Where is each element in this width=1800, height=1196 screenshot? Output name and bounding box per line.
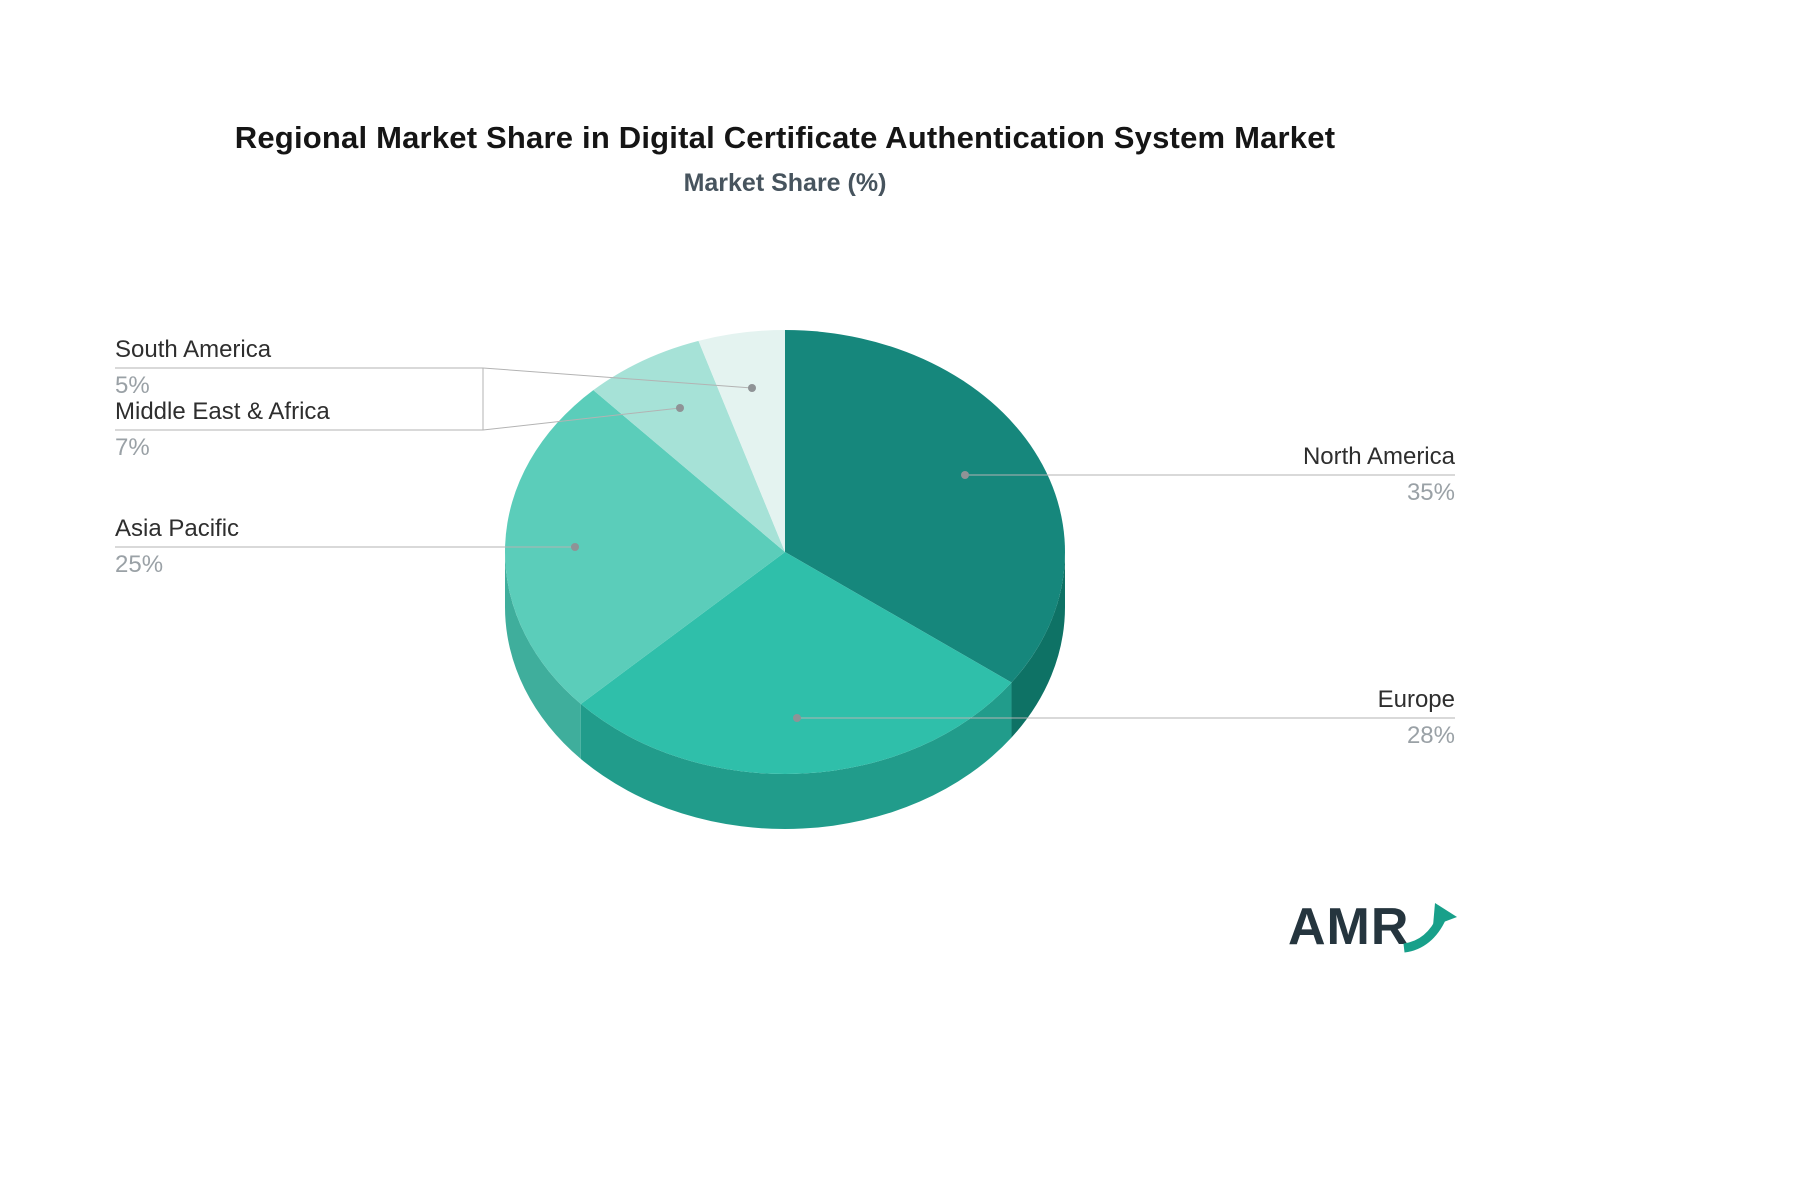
pie-side-asia-pacific xyxy=(505,552,581,759)
pie-slice-asia-pacific xyxy=(505,390,785,704)
leader-dot xyxy=(571,543,579,551)
label-name: Asia Pacific xyxy=(115,515,240,542)
leader-dot xyxy=(748,384,756,392)
label-name: Europe xyxy=(1377,686,1455,713)
label-name: North America xyxy=(1302,443,1455,470)
label-value: 28% xyxy=(1406,722,1455,749)
label-name: Middle East & Africa xyxy=(115,398,330,425)
pie-slice-north-america xyxy=(785,330,1065,683)
amr-logo: AMR xyxy=(1288,898,1459,956)
amr-logo-text: AMR xyxy=(1288,898,1410,956)
label-south-america: South America 5% xyxy=(115,336,271,400)
label-value: 5% xyxy=(115,372,150,399)
label-middle-east-africa: Middle East & Africa 7% xyxy=(115,398,330,462)
pie-side-north-america xyxy=(1011,552,1065,738)
pie-slice-europe xyxy=(580,552,1012,775)
leader-dot xyxy=(793,714,801,722)
leader-dot xyxy=(961,471,969,479)
label-value: 7% xyxy=(115,434,150,461)
label-europe: Europe 28% xyxy=(1378,686,1455,750)
chart-subtitle: Market Share (%) xyxy=(683,169,887,197)
label-north-america: North America 35% xyxy=(1303,443,1455,507)
pie-side-europe xyxy=(580,682,1012,829)
pie-slice-middle-east-africa xyxy=(593,340,785,552)
chart-title: Regional Market Share in Digital Certifi… xyxy=(234,120,1336,155)
amr-logo-arrow-icon xyxy=(1403,903,1458,953)
label-value: 25% xyxy=(115,551,164,578)
leader-dot xyxy=(676,404,684,412)
label-value: 35% xyxy=(1406,479,1455,506)
label-asia-pacific: Asia Pacific 25% xyxy=(115,515,239,579)
label-name: South America xyxy=(115,336,272,363)
